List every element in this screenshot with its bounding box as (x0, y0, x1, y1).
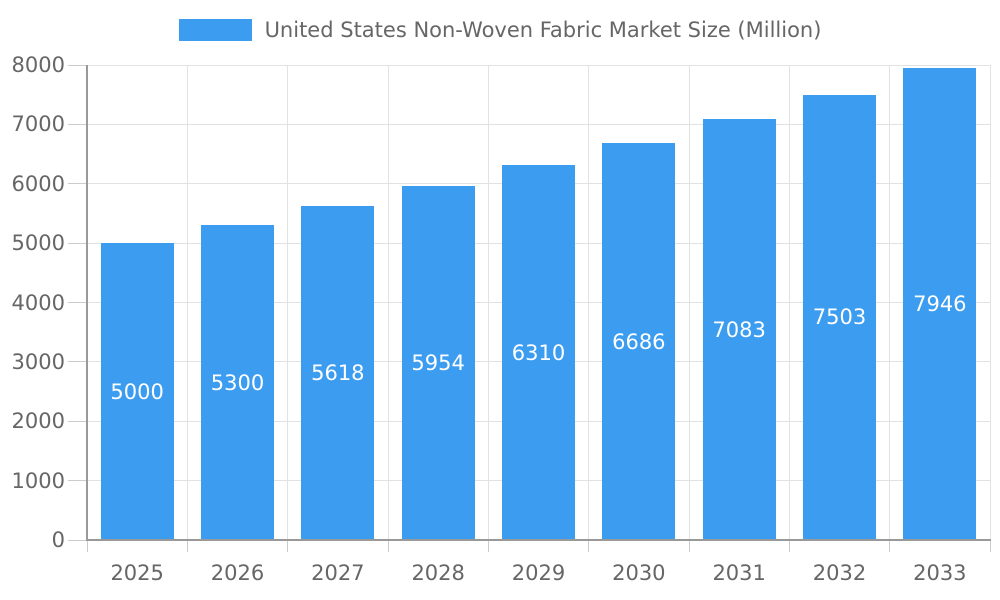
y-tick (68, 183, 86, 185)
x-axis-label: 2032 (812, 561, 867, 585)
bar[interactable]: 6686 (602, 143, 676, 540)
x-gridline (186, 65, 188, 540)
x-tick (86, 541, 88, 552)
y-axis-label: 7000 (11, 112, 65, 137)
legend-swatch-icon (178, 19, 252, 41)
x-gridline (287, 65, 289, 540)
y-tick (68, 539, 86, 541)
x-tick (688, 541, 690, 552)
x-axis-label: 2033 (913, 561, 967, 585)
y-tick (68, 64, 86, 66)
y-axis-label: 0 (51, 528, 65, 552)
bar-value-label: 7946 (913, 292, 967, 317)
x-gridline (688, 65, 690, 540)
x-tick (487, 541, 489, 552)
bar-value-label: 5954 (411, 351, 465, 376)
y-axis-label: 6000 (11, 171, 65, 196)
y-tick (68, 302, 86, 303)
x-gridline (889, 65, 891, 540)
bar-value-label: 6310 (511, 340, 566, 365)
y-gridline (87, 64, 990, 66)
bar-value-label: 6686 (612, 329, 666, 354)
x-tick (989, 541, 991, 552)
y-tick (68, 420, 86, 422)
bar[interactable]: 6310 (502, 165, 575, 540)
x-gridline (989, 65, 991, 540)
bar-value-label: 5300 (210, 370, 265, 395)
y-axis-label: 3000 (11, 349, 65, 374)
x-gridline (788, 65, 790, 540)
bar[interactable]: 5954 (401, 186, 475, 540)
x-tick (788, 541, 790, 552)
legend[interactable]: United States Non-Woven Fabric Market Si… (0, 17, 1000, 43)
y-axis-label: 5000 (11, 231, 65, 256)
y-tick (68, 480, 86, 482)
x-gridline (588, 65, 590, 540)
bar[interactable]: 5300 (201, 225, 274, 540)
x-axis-label: 2025 (110, 561, 164, 585)
x-tick (889, 541, 891, 552)
x-tick (287, 541, 289, 552)
x-axis-label: 2029 (511, 561, 566, 585)
bar[interactable]: 5000 (100, 243, 174, 540)
x-axis-label: 2027 (311, 561, 365, 585)
x-axis-label: 2030 (612, 561, 666, 585)
y-axis-label: 1000 (11, 468, 65, 493)
y-axis-line (86, 65, 88, 541)
bar[interactable]: 7503 (803, 94, 876, 540)
bar-value-label: 7503 (812, 305, 867, 330)
bar-value-label: 7083 (712, 317, 766, 342)
bar-value-label: 5618 (311, 361, 365, 386)
x-axis-label: 2031 (712, 561, 766, 585)
x-axis-label: 2028 (411, 561, 465, 585)
x-axis-line (86, 539, 991, 541)
y-axis-label: 4000 (11, 290, 65, 315)
y-axis-label: 8000 (11, 53, 65, 77)
y-tick (68, 361, 86, 363)
legend-label: United States Non-Woven Fabric Market Si… (264, 18, 822, 42)
x-gridline (387, 65, 389, 540)
x-tick (186, 541, 188, 552)
bar-value-label: 5000 (110, 379, 164, 404)
x-tick (588, 541, 590, 552)
bar[interactable]: 7946 (903, 68, 977, 540)
y-tick (68, 123, 86, 125)
y-tick (68, 242, 86, 244)
x-tick (387, 541, 389, 552)
x-axis-label: 2026 (210, 561, 265, 585)
x-gridline (487, 65, 489, 540)
y-axis-label: 2000 (11, 409, 65, 434)
bar[interactable]: 7083 (702, 119, 776, 540)
y-gridline (87, 123, 990, 125)
bar[interactable]: 5618 (301, 206, 375, 540)
